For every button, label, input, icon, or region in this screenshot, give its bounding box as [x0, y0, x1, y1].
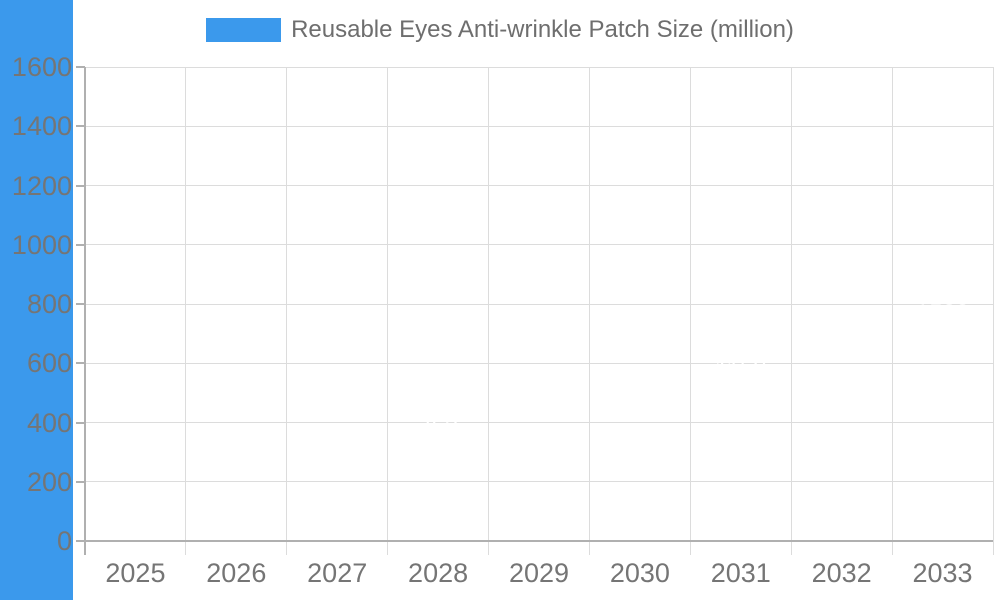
bar-value-label: 1333 [814, 329, 869, 357]
y-tick-label: 1600 [11, 52, 72, 82]
bar-value-label: 762 [418, 414, 459, 442]
x-tick-label: 2032 [811, 558, 872, 588]
bar[interactable] [0, 148, 73, 319]
x-tick-label: 2028 [408, 558, 469, 588]
v-gridline [588, 67, 590, 555]
y-tick-label: 200 [26, 466, 72, 497]
v-gridline [689, 67, 691, 555]
y-tick-label: 800 [26, 289, 72, 319]
bar-value-label: 1533 [915, 299, 970, 327]
v-gridline [891, 67, 893, 555]
y-tick-label: 400 [26, 407, 72, 438]
bar-value-label: 1008 [613, 377, 667, 405]
h-gridline [85, 362, 993, 364]
y-axis-tick [76, 540, 85, 542]
y-axis-tick [76, 243, 85, 246]
x-tick-label: 2026 [206, 558, 267, 588]
h-gridline [85, 303, 993, 305]
y-axis-tick [76, 480, 85, 483]
legend: Reusable Eyes Anti-wrinkle Patch Size (m… [0, 16, 1000, 44]
h-gridline [85, 244, 993, 246]
h-gridline [85, 66, 993, 68]
bar[interactable] [0, 0, 73, 149]
y-axis-tick [76, 184, 85, 187]
y-tick-label: 0 [56, 526, 72, 556]
y-tick-label: 600 [26, 348, 72, 379]
x-axis-line [76, 540, 993, 542]
x-tick-label: 2031 [710, 558, 771, 588]
x-tick-label: 2029 [508, 558, 570, 588]
y-axis-tick [76, 303, 85, 305]
x-tick-label: 2033 [912, 558, 973, 588]
y-axis-tick [76, 66, 85, 68]
legend-label[interactable]: Reusable Eyes Anti-wrinkle Patch Size (m… [291, 16, 794, 43]
v-gridline [286, 67, 288, 555]
y-axis-tick [76, 421, 85, 424]
h-gridline [85, 125, 993, 127]
h-gridline [85, 422, 993, 423]
y-tick-label: 1000 [11, 229, 72, 260]
y-axis-tick [76, 362, 85, 365]
y-axis-line [84, 67, 86, 555]
bar[interactable] [0, 318, 73, 515]
legend-swatch[interactable] [206, 18, 282, 42]
bar-value-label: 661 [317, 429, 358, 457]
bar-value-label: 876 [518, 397, 559, 425]
h-gridline [85, 481, 993, 483]
bar-value-label: 500 [115, 452, 156, 480]
v-gridline [185, 67, 187, 555]
v-gridline [488, 67, 490, 555]
y-tick-label: 1400 [11, 111, 72, 142]
v-gridline [387, 67, 389, 555]
h-gridline [85, 185, 993, 186]
bar[interactable] [0, 514, 73, 600]
x-tick-label: 2027 [307, 558, 368, 588]
v-gridline [992, 67, 994, 555]
y-axis-tick [76, 125, 85, 128]
bar-value-label: 575 [216, 441, 257, 469]
v-gridline [790, 67, 792, 555]
y-tick-label: 1200 [11, 170, 72, 201]
bar-value-label: 1159 [714, 355, 767, 383]
x-tick-label: 2030 [609, 558, 670, 588]
x-tick-label: 2025 [105, 558, 166, 588]
